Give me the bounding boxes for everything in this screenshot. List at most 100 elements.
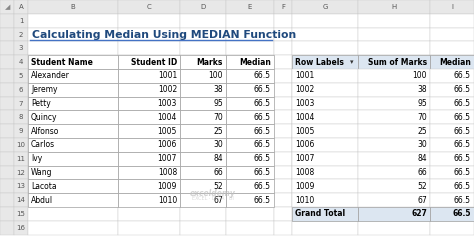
Bar — [358, 193, 430, 207]
Text: 66.5: 66.5 — [254, 140, 271, 149]
Bar — [118, 138, 180, 152]
Text: 70: 70 — [213, 113, 223, 122]
Text: 5: 5 — [19, 73, 23, 79]
Bar — [0, 221, 14, 235]
Bar — [292, 97, 358, 110]
Text: 66: 66 — [213, 168, 223, 177]
Bar — [358, 69, 430, 83]
Text: 6: 6 — [19, 87, 23, 93]
Bar — [430, 166, 474, 179]
Bar — [180, 193, 226, 207]
Text: 95: 95 — [417, 99, 427, 108]
Bar — [226, 41, 274, 55]
Text: Abdul: Abdul — [31, 196, 53, 205]
Bar — [274, 166, 292, 179]
Bar — [118, 179, 180, 193]
Text: 66.5: 66.5 — [454, 154, 471, 163]
Bar — [28, 193, 118, 207]
Text: 66.5: 66.5 — [254, 168, 271, 177]
Bar — [292, 193, 358, 207]
Text: 1007: 1007 — [295, 154, 314, 163]
Text: 100: 100 — [412, 71, 427, 80]
Bar — [430, 138, 474, 152]
Bar — [226, 110, 274, 124]
Bar — [358, 124, 430, 138]
Bar — [292, 69, 358, 83]
Text: 1004: 1004 — [158, 113, 177, 122]
Bar — [292, 41, 358, 55]
Bar — [274, 27, 292, 41]
Bar — [180, 97, 226, 110]
Bar — [118, 0, 180, 14]
Bar — [28, 14, 118, 27]
Bar — [180, 55, 226, 69]
Bar — [180, 41, 226, 55]
Bar — [118, 69, 180, 83]
Text: 66.5: 66.5 — [254, 113, 271, 122]
Bar — [226, 152, 274, 166]
Bar — [226, 55, 274, 69]
Bar — [226, 166, 274, 179]
Bar — [14, 138, 28, 152]
Bar — [274, 69, 292, 83]
Bar — [292, 221, 358, 235]
Bar — [358, 152, 430, 166]
Bar — [118, 138, 180, 152]
Bar — [292, 179, 358, 193]
Bar — [28, 124, 118, 138]
Bar — [358, 179, 430, 193]
Bar — [14, 41, 28, 55]
Bar — [430, 193, 474, 207]
Bar — [430, 0, 474, 14]
Text: 12: 12 — [17, 169, 26, 176]
Text: 14: 14 — [17, 197, 26, 203]
Text: 10: 10 — [17, 142, 26, 148]
Bar — [292, 152, 358, 166]
Text: Carlos: Carlos — [31, 140, 55, 149]
Text: 1002: 1002 — [158, 85, 177, 94]
Text: 1005: 1005 — [295, 127, 314, 136]
Bar — [226, 0, 274, 14]
Bar — [358, 152, 430, 166]
Text: 66.5: 66.5 — [454, 85, 471, 94]
Bar — [180, 110, 226, 124]
Bar — [118, 55, 180, 69]
Text: F: F — [281, 4, 285, 10]
Text: 1003: 1003 — [158, 99, 177, 108]
Bar — [0, 110, 14, 124]
Bar — [292, 83, 358, 97]
Text: 66.5: 66.5 — [254, 85, 271, 94]
Bar — [118, 152, 180, 166]
Bar — [292, 0, 358, 14]
Bar — [118, 193, 180, 207]
Text: 1010: 1010 — [158, 196, 177, 205]
Bar — [430, 41, 474, 55]
Bar — [430, 55, 474, 69]
Text: 8: 8 — [19, 114, 23, 120]
Bar — [118, 83, 180, 97]
Text: D: D — [201, 4, 206, 10]
Bar — [358, 55, 430, 69]
Bar — [292, 166, 358, 179]
Bar — [118, 166, 180, 179]
Text: ▾: ▾ — [350, 59, 354, 65]
Bar — [0, 166, 14, 179]
Bar — [226, 193, 274, 207]
Bar — [358, 179, 430, 193]
Text: 1: 1 — [19, 18, 23, 24]
Bar — [358, 27, 430, 41]
Text: Alexander: Alexander — [31, 71, 70, 80]
Bar — [28, 83, 118, 97]
Bar — [358, 55, 430, 69]
Bar — [0, 55, 14, 69]
Bar — [274, 0, 292, 14]
Bar — [118, 166, 180, 179]
Bar — [118, 41, 180, 55]
Bar — [14, 83, 28, 97]
Bar — [226, 221, 274, 235]
Bar — [0, 14, 14, 27]
Text: Petty: Petty — [31, 99, 51, 108]
Bar — [292, 166, 358, 179]
Text: Row Labels: Row Labels — [295, 58, 344, 67]
Bar — [0, 193, 14, 207]
